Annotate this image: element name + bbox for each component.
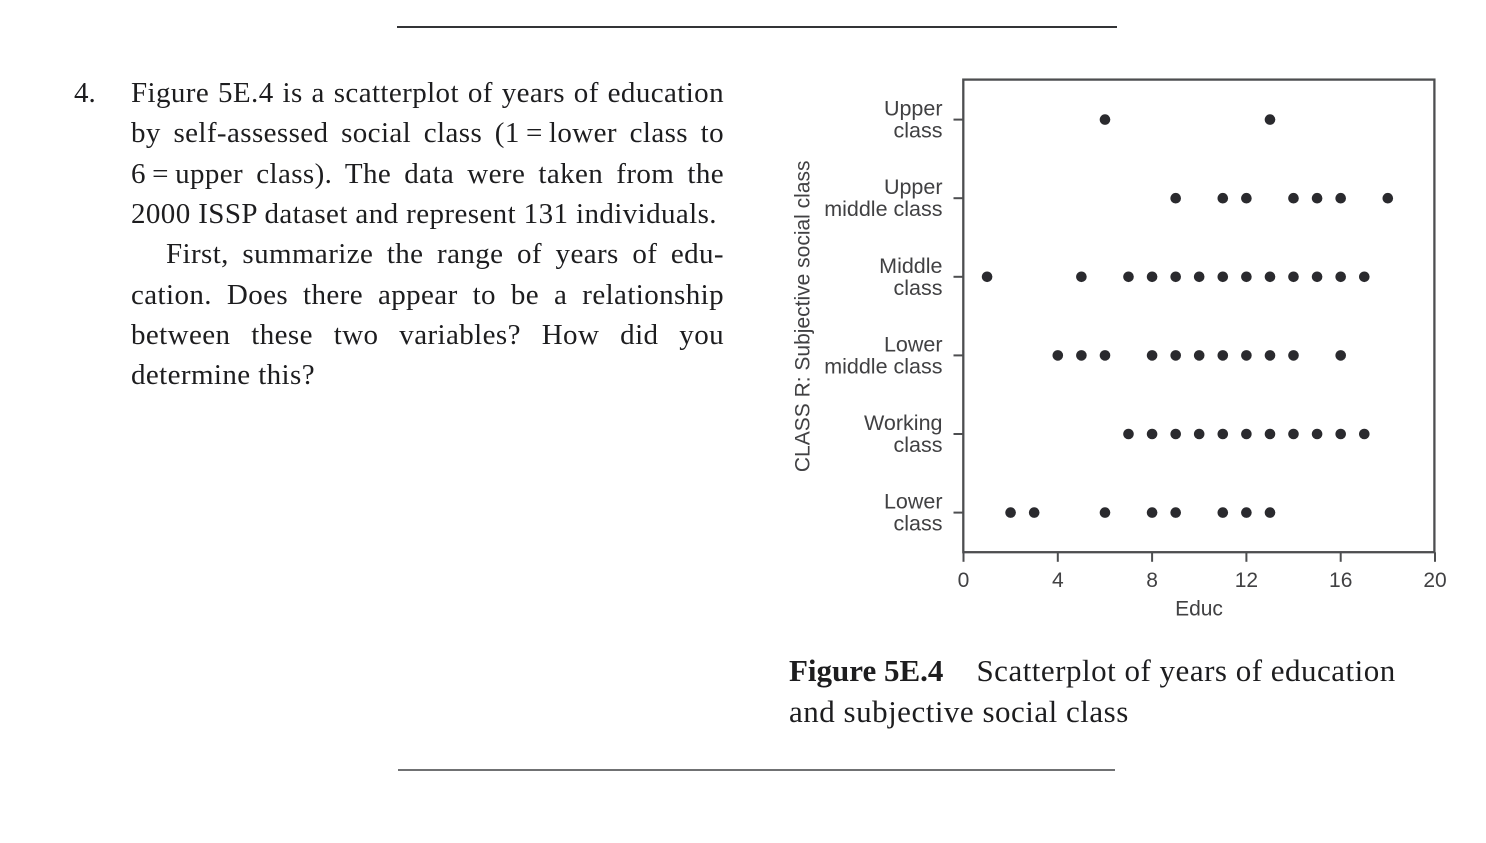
svg-text:class: class (894, 119, 943, 143)
svg-text:8: 8 (1146, 569, 1158, 592)
svg-text:16: 16 (1329, 569, 1352, 592)
svg-text:class: class (894, 276, 943, 300)
svg-text:4: 4 (1052, 569, 1064, 592)
svg-text:0: 0 (958, 569, 970, 592)
svg-text:Working: Working (864, 411, 942, 435)
svg-text:middle class: middle class (824, 197, 942, 221)
svg-text:Upper: Upper (884, 97, 943, 121)
svg-text:Lower: Lower (884, 490, 943, 514)
svg-text:20: 20 (1423, 569, 1446, 592)
svg-text:Lower: Lower (884, 332, 943, 356)
svg-text:middle class: middle class (824, 354, 942, 378)
svg-text:Middle: Middle (879, 254, 942, 278)
svg-text:12: 12 (1235, 569, 1258, 592)
svg-text:Educ: Educ (1175, 597, 1223, 620)
svg-text:class: class (894, 433, 943, 457)
svg-text:CLASS R: Subjective social cla: CLASS R: Subjective social class (792, 160, 815, 472)
svg-text:class: class (894, 512, 943, 536)
svg-text:Upper: Upper (884, 175, 943, 199)
